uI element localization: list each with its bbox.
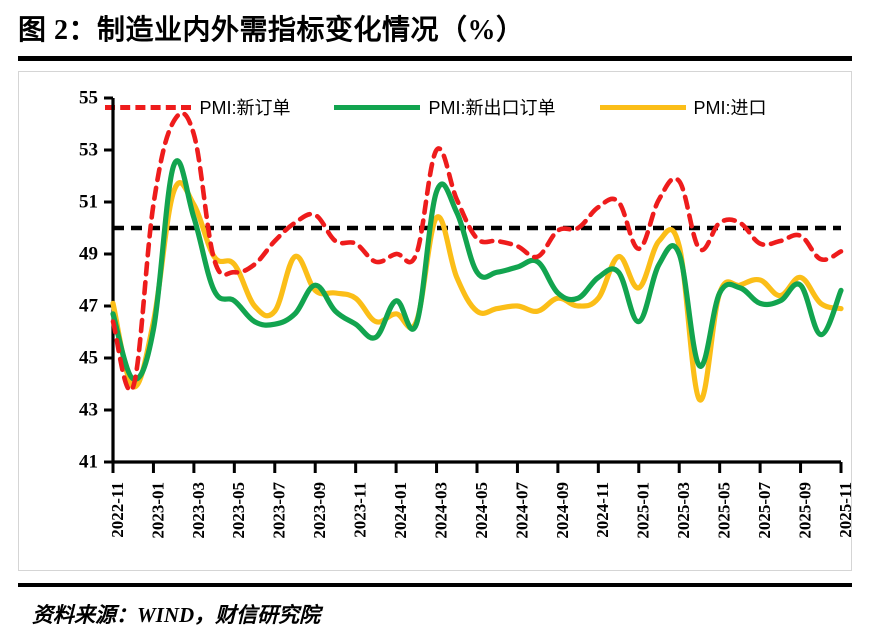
- y-tick-label: 55: [79, 87, 98, 108]
- page-title: 图 2：制造业内外需指标变化情况（%）: [18, 15, 525, 46]
- y-tick-label: 49: [79, 243, 98, 264]
- x-tick-label: 2024-07: [512, 482, 531, 539]
- y-tick-label: 53: [79, 139, 98, 160]
- legend-item-new-orders[interactable]: PMI:新订单: [105, 94, 290, 120]
- series-imports: [110, 180, 844, 403]
- x-tick-label: 2023-09: [310, 482, 329, 539]
- series-new-export-orders: [110, 158, 844, 382]
- x-tick-label: 2024-09: [553, 482, 572, 539]
- x-tick-label: 2024-01: [391, 482, 410, 539]
- y-tick-label: 43: [79, 399, 98, 420]
- chart-container: PMI:新订单 PMI:新出口订单 PMI:进口 2022-11 2023-01 2…: [18, 71, 853, 572]
- axis-lines: [111, 98, 841, 464]
- x-tick-label: 2023-05: [229, 482, 248, 539]
- footer-divider: [18, 583, 852, 587]
- data-series-group: [110, 110, 844, 403]
- x-tick-label: 2023-01: [148, 482, 167, 539]
- chart-legend: PMI:新订单 PMI:新出口订单 PMI:进口: [19, 94, 853, 120]
- x-tick-label: 2023-03: [189, 482, 208, 539]
- legend-label-new-export-orders: PMI:新出口订单: [428, 98, 556, 118]
- series-new-orders: [110, 110, 844, 393]
- source-note: 资料来源：WIND，财信研究院: [32, 603, 321, 627]
- legend-item-new-export-orders[interactable]: PMI:新出口订单: [334, 94, 556, 120]
- legend-swatch-new-orders: [105, 104, 192, 110]
- x-axis-ticks: [111, 462, 843, 473]
- y-axis-labels: 41 43 45 47 49 51 53 55: [79, 87, 99, 472]
- y-tick-label: 51: [79, 191, 98, 212]
- x-tick-label: 2025-07: [755, 482, 774, 539]
- x-axis-labels: 2022-11 2023-01 2023-03 2023-05 2023-07 2023-…: [108, 482, 853, 539]
- title-divider: [18, 56, 852, 61]
- x-tick-label: 2024-05: [472, 482, 491, 539]
- legend-item-imports[interactable]: PMI:进口: [599, 94, 767, 120]
- y-tick-label: 45: [79, 347, 98, 368]
- x-tick-label: 2025-01: [634, 482, 653, 539]
- legend-label-new-orders: PMI:新订单: [199, 98, 291, 118]
- plot-area: 2022-11 2023-01 2023-03 2023-05 2023-07 2023-…: [19, 72, 853, 572]
- x-tick-label: 2025-05: [715, 482, 734, 539]
- x-tick-label: 2024-11: [593, 482, 612, 538]
- title-block: 图 2：制造业内外需指标变化情况（%）: [18, 0, 852, 61]
- x-tick-label: 2025-03: [674, 482, 693, 539]
- y-tick-label: 47: [79, 295, 99, 316]
- x-tick-label: 2023-07: [270, 482, 289, 539]
- legend-swatch-imports: [599, 104, 686, 110]
- x-tick-label: 2025-11: [836, 482, 853, 538]
- x-tick-label: 2023-11: [351, 482, 370, 538]
- legend-label-imports: PMI:进口: [693, 98, 767, 118]
- legend-swatch-new-export-orders: [334, 104, 421, 110]
- x-tick-label: 2022-11: [108, 482, 127, 538]
- x-tick-label: 2025-09: [795, 482, 814, 539]
- y-tick-label: 41: [79, 451, 98, 472]
- x-tick-label: 2024-03: [431, 482, 450, 539]
- line-chart-svg: 2022-11 2023-01 2023-03 2023-05 2023-07 2023-…: [79, 87, 853, 539]
